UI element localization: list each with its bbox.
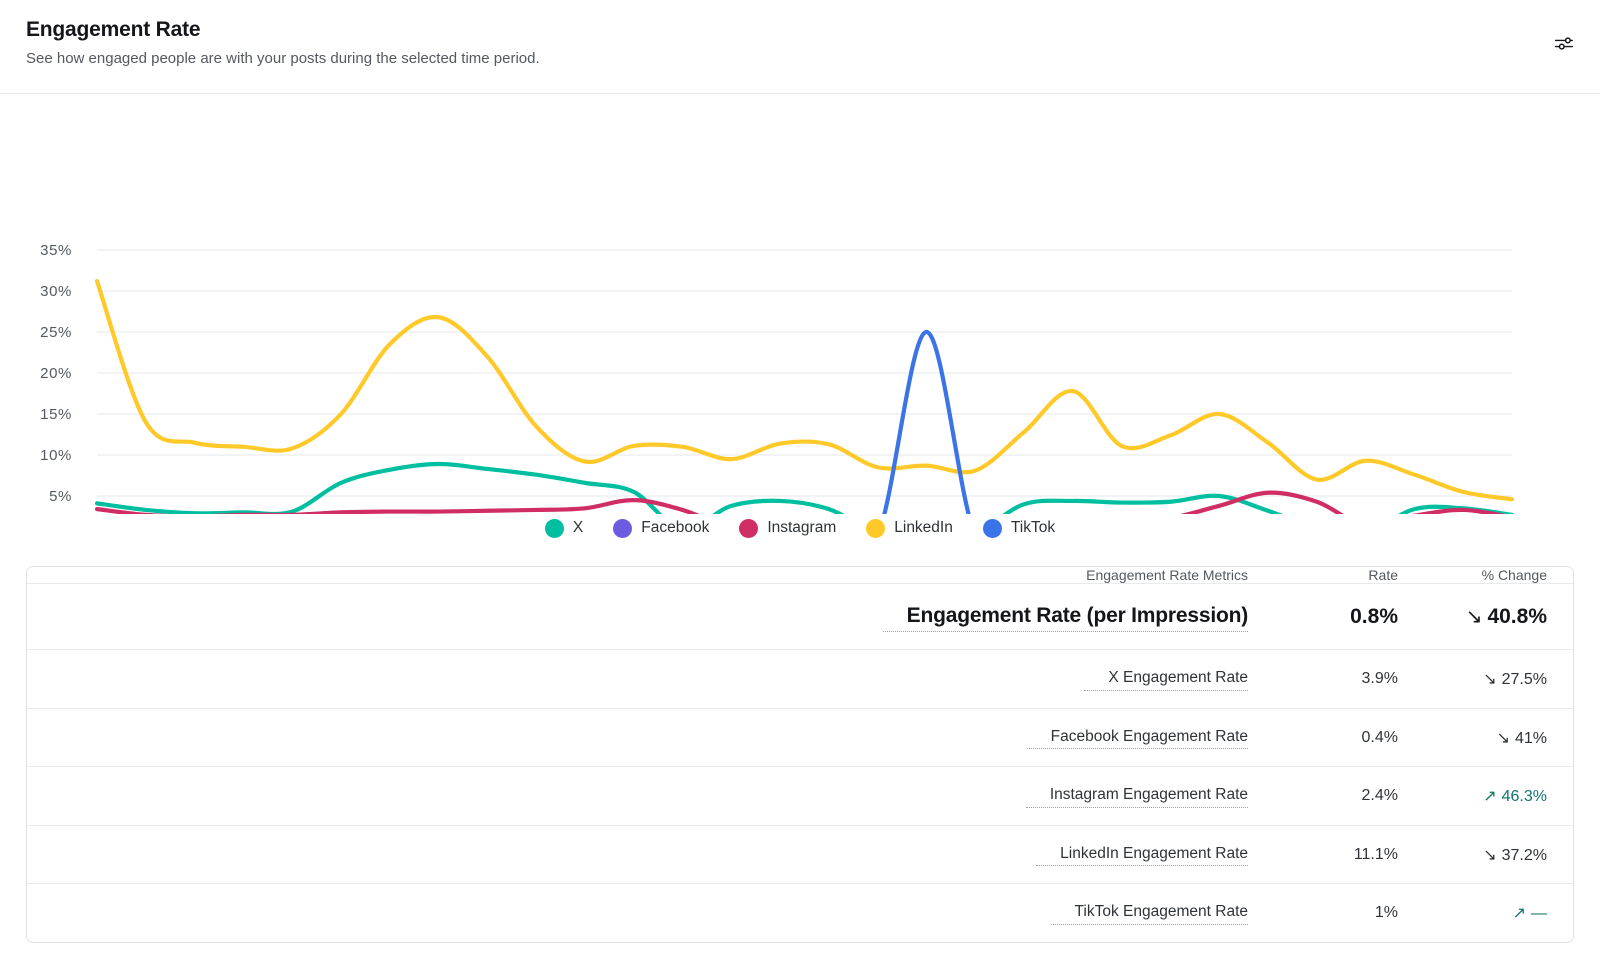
legend-item-linkedin[interactable]: LinkedIn — [866, 518, 953, 538]
metric-name-link[interactable]: LinkedIn Engagement Rate — [1036, 843, 1248, 867]
metric-name-link[interactable]: TikTok Engagement Rate — [1050, 901, 1248, 925]
legend-swatch-tiktok — [982, 518, 1002, 538]
chart-canvas: 0%5%10%15%20%25%30%35%123456789101112131… — [40, 242, 1515, 514]
metric-name-link[interactable]: X Engagement Rate — [1084, 667, 1248, 691]
metrics-table-card: Engagement Rate Metrics Rate % Change En… — [26, 566, 1574, 943]
y-axis-tick-label: 5% — [49, 488, 72, 505]
legend-swatch-x — [544, 518, 564, 538]
column-header-metrics: Engagement Rate Metrics — [1086, 567, 1248, 583]
metric-change-value: ↘ 41% — [1398, 708, 1573, 766]
series-line-tiktok — [882, 329, 971, 514]
table-body: Engagement Rate (per Impression) 0.8% ↘ 40.… — [27, 583, 1573, 942]
y-axis-tick-label: 10% — [40, 447, 72, 464]
arrow-up-icon: ↗ — [1512, 905, 1526, 923]
sliders-icon — [1553, 33, 1574, 57]
metric-name-link[interactable]: Facebook Engagement Rate — [1026, 726, 1248, 750]
card-header: Engagement Rate See how engaged people a… — [0, 0, 1600, 94]
page-subtitle: See how engaged people are with your pos… — [26, 50, 540, 68]
arrow-down-icon: ↘ — [1496, 729, 1510, 747]
legend-swatch-facebook — [613, 518, 633, 538]
legend-item-instagram[interactable]: Instagram — [739, 518, 837, 538]
legend-swatch-linkedin — [866, 518, 886, 538]
metric-name-cell: TikTok Engagement Rate — [27, 884, 1248, 942]
table-head: Engagement Rate Metrics Rate % Change — [27, 567, 1573, 584]
y-axis-tick-label: 15% — [40, 406, 72, 423]
legend-item-facebook[interactable]: Facebook — [613, 518, 710, 538]
metric-rate-value: 11.1% — [1353, 845, 1398, 863]
legend-label: Instagram — [767, 519, 837, 536]
table-row: Engagement Rate (per Impression) 0.8% ↘ 40.… — [27, 583, 1573, 650]
series-line-linkedin — [94, 279, 1515, 502]
metric-rate-value: 0.8% — [1350, 604, 1398, 628]
metric-change-value: ↘ 27.5% — [1398, 650, 1573, 708]
metric-change-text: — — [1531, 905, 1547, 923]
table-row: Facebook Engagement Rate 0.4% ↘ 41% — [27, 708, 1573, 766]
series-line-x — [94, 461, 1514, 514]
y-axis-tick-label: 35% — [40, 242, 72, 259]
metric-name-cell: Facebook Engagement Rate — [27, 708, 1248, 766]
y-axis-tick-label: 25% — [40, 324, 72, 341]
legend-item-x[interactable]: X — [544, 518, 584, 538]
metric-name-cell: X Engagement Rate — [27, 650, 1248, 708]
metrics-table: Engagement Rate Metrics Rate % Change En… — [27, 567, 1573, 942]
legend-label: LinkedIn — [894, 519, 953, 536]
metric-name-cell: Instagram Engagement Rate — [27, 767, 1248, 825]
page-title: Engagement Rate — [26, 18, 201, 41]
legend-label: X — [572, 519, 584, 536]
metric-rate-value: 0.4% — [1361, 728, 1398, 746]
metric-change-text: 46.3% — [1501, 788, 1547, 806]
metric-change-text: 41% — [1514, 729, 1547, 747]
metric-change-value: ↗ 46.3% — [1398, 767, 1573, 825]
table-row: TikTok Engagement Rate 1% ↗ — — [27, 883, 1573, 942]
arrow-up-icon: ↗ — [1483, 788, 1497, 806]
metric-name-link[interactable]: Engagement Rate (per Impression) — [882, 601, 1248, 633]
metric-change-value: ↘ 40.8% — [1398, 584, 1573, 650]
chart-settings-button[interactable] — [1546, 28, 1580, 62]
y-axis-tick-label: 30% — [40, 283, 72, 300]
column-header-rate: Rate — [1368, 567, 1398, 583]
metric-change-value: ↗ — — [1398, 884, 1573, 942]
metric-change-text: 40.8% — [1487, 605, 1547, 629]
arrow-down-icon: ↘ — [1465, 606, 1483, 629]
legend-label: Facebook — [641, 519, 710, 536]
table-header-row: Engagement Rate Metrics Rate % Change — [27, 567, 1573, 584]
table-row: X Engagement Rate 3.9% ↘ 27.5% — [27, 649, 1573, 708]
metric-name-link[interactable]: Instagram Engagement Rate — [1025, 784, 1248, 808]
table-row: LinkedIn Engagement Rate 11.1% ↘ 37.2% — [27, 825, 1573, 883]
metric-rate-value: 1% — [1374, 904, 1398, 922]
metric-change-value: ↘ 37.2% — [1398, 825, 1573, 883]
engagement-rate-chart: 0%5%10%15%20%25%30%35%123456789101112131… — [0, 94, 1600, 514]
arrow-down-icon: ↘ — [1483, 671, 1497, 689]
series-line-instagram — [94, 490, 1506, 514]
chart-legend: X Facebook Instagram LinkedIn TikTok — [0, 506, 1600, 550]
table-row: Instagram Engagement Rate 2.4% ↗ 46.3% — [27, 766, 1573, 825]
legend-swatch-instagram — [739, 518, 759, 538]
metric-name-cell: Engagement Rate (per Impression) — [27, 584, 1248, 650]
legend-label: TikTok — [1010, 519, 1056, 536]
arrow-down-icon: ↘ — [1483, 846, 1497, 864]
y-axis-tick-label: 20% — [40, 365, 72, 382]
metric-change-text: 27.5% — [1501, 671, 1547, 689]
metric-change-text: 37.2% — [1501, 846, 1547, 864]
metric-rate-value: 3.9% — [1361, 670, 1398, 688]
column-header-change: % Change — [1481, 567, 1547, 583]
metric-rate-value: 2.4% — [1361, 787, 1398, 805]
legend-item-tiktok[interactable]: TikTok — [982, 518, 1056, 538]
metric-name-cell: LinkedIn Engagement Rate — [27, 825, 1248, 883]
